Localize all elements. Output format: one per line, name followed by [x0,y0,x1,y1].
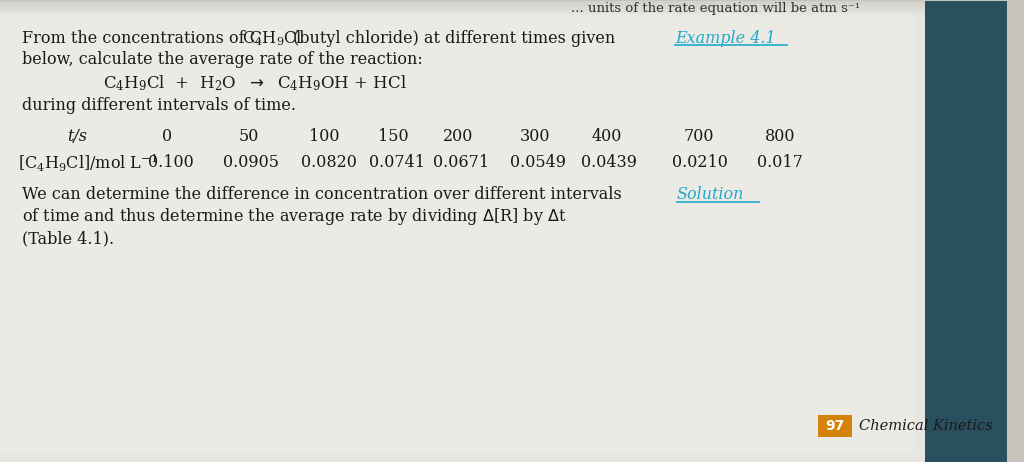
Text: ... units of the rate equation will be atm s⁻¹: ... units of the rate equation will be a… [570,1,860,15]
Bar [0,1,925,2]
Bar [0,13,925,14]
Text: 200: 200 [443,128,473,145]
Text: 50: 50 [239,128,259,145]
Bar [0,10,925,11]
Bar [0,3,925,4]
Text: 0.017: 0.017 [757,154,803,171]
Text: $\mathdefault{C_4H_9Cl}$  +  $\mathdefault{H_2O}$  $\rightarrow$  $\mathdefault{: $\mathdefault{C_4H_9Cl}$ + $\mathdefault… [103,73,408,93]
Bar [0,12,925,13]
Bar [0,8,925,9]
Bar [0,14,925,15]
Text: 700: 700 [683,128,714,145]
Text: 0.0820: 0.0820 [301,154,356,171]
Text: 800: 800 [765,128,796,145]
Text: 100: 100 [309,128,340,145]
Text: 0.0439: 0.0439 [581,154,637,171]
Text: 150: 150 [378,128,409,145]
Text: 97: 97 [825,419,845,433]
Text: 0.0905: 0.0905 [223,154,279,171]
Text: 0.0549: 0.0549 [510,154,566,171]
Bar [0,9,925,10]
Bar [0,6,925,7]
Bar [0,7,925,8]
Text: From the concentrations of C: From the concentrations of C [22,30,262,47]
Text: $\mathdefault{C_4H_9Cl}$: $\mathdefault{C_4H_9Cl}$ [242,28,303,48]
Text: (butyl chloride) at different times given: (butyl chloride) at different times give… [293,30,615,47]
Text: Chemical Kinetics: Chemical Kinetics [859,419,992,433]
Text: We can determine the difference in concentration over different intervals: We can determine the difference in conce… [22,186,622,203]
Text: Example 4.1: Example 4.1 [675,30,775,47]
Text: t/s: t/s [67,128,87,145]
Text: $\mathdefault{[C_4H_9Cl]}$/mol L$\mathdefault{^{-1}}$: $\mathdefault{[C_4H_9Cl]}$/mol L$\mathde… [17,152,158,174]
Text: Solution: Solution [677,186,744,203]
Text: 0: 0 [162,128,172,145]
Bar [0,15,925,16]
Text: of time and thus determine the average rate by dividing $\Delta$[R] by $\Delta$t: of time and thus determine the average r… [22,206,566,227]
Bar [0,11,925,12]
Bar [818,415,852,437]
Text: 400: 400 [592,128,623,145]
Bar [0,5,925,6]
Text: 0.0210: 0.0210 [673,154,728,171]
Bar [925,1,1008,462]
Text: 0.100: 0.100 [148,154,194,171]
Text: below, calculate the average rate of the reaction:: below, calculate the average rate of the… [22,51,422,68]
Text: 0.0671: 0.0671 [433,154,489,171]
Text: 300: 300 [520,128,550,145]
Text: 0.0741: 0.0741 [370,154,425,171]
Bar [0,4,925,5]
Text: (Table 4.1).: (Table 4.1). [22,230,114,247]
Text: during different intervals of time.: during different intervals of time. [22,97,296,115]
Bar [0,2,925,3]
